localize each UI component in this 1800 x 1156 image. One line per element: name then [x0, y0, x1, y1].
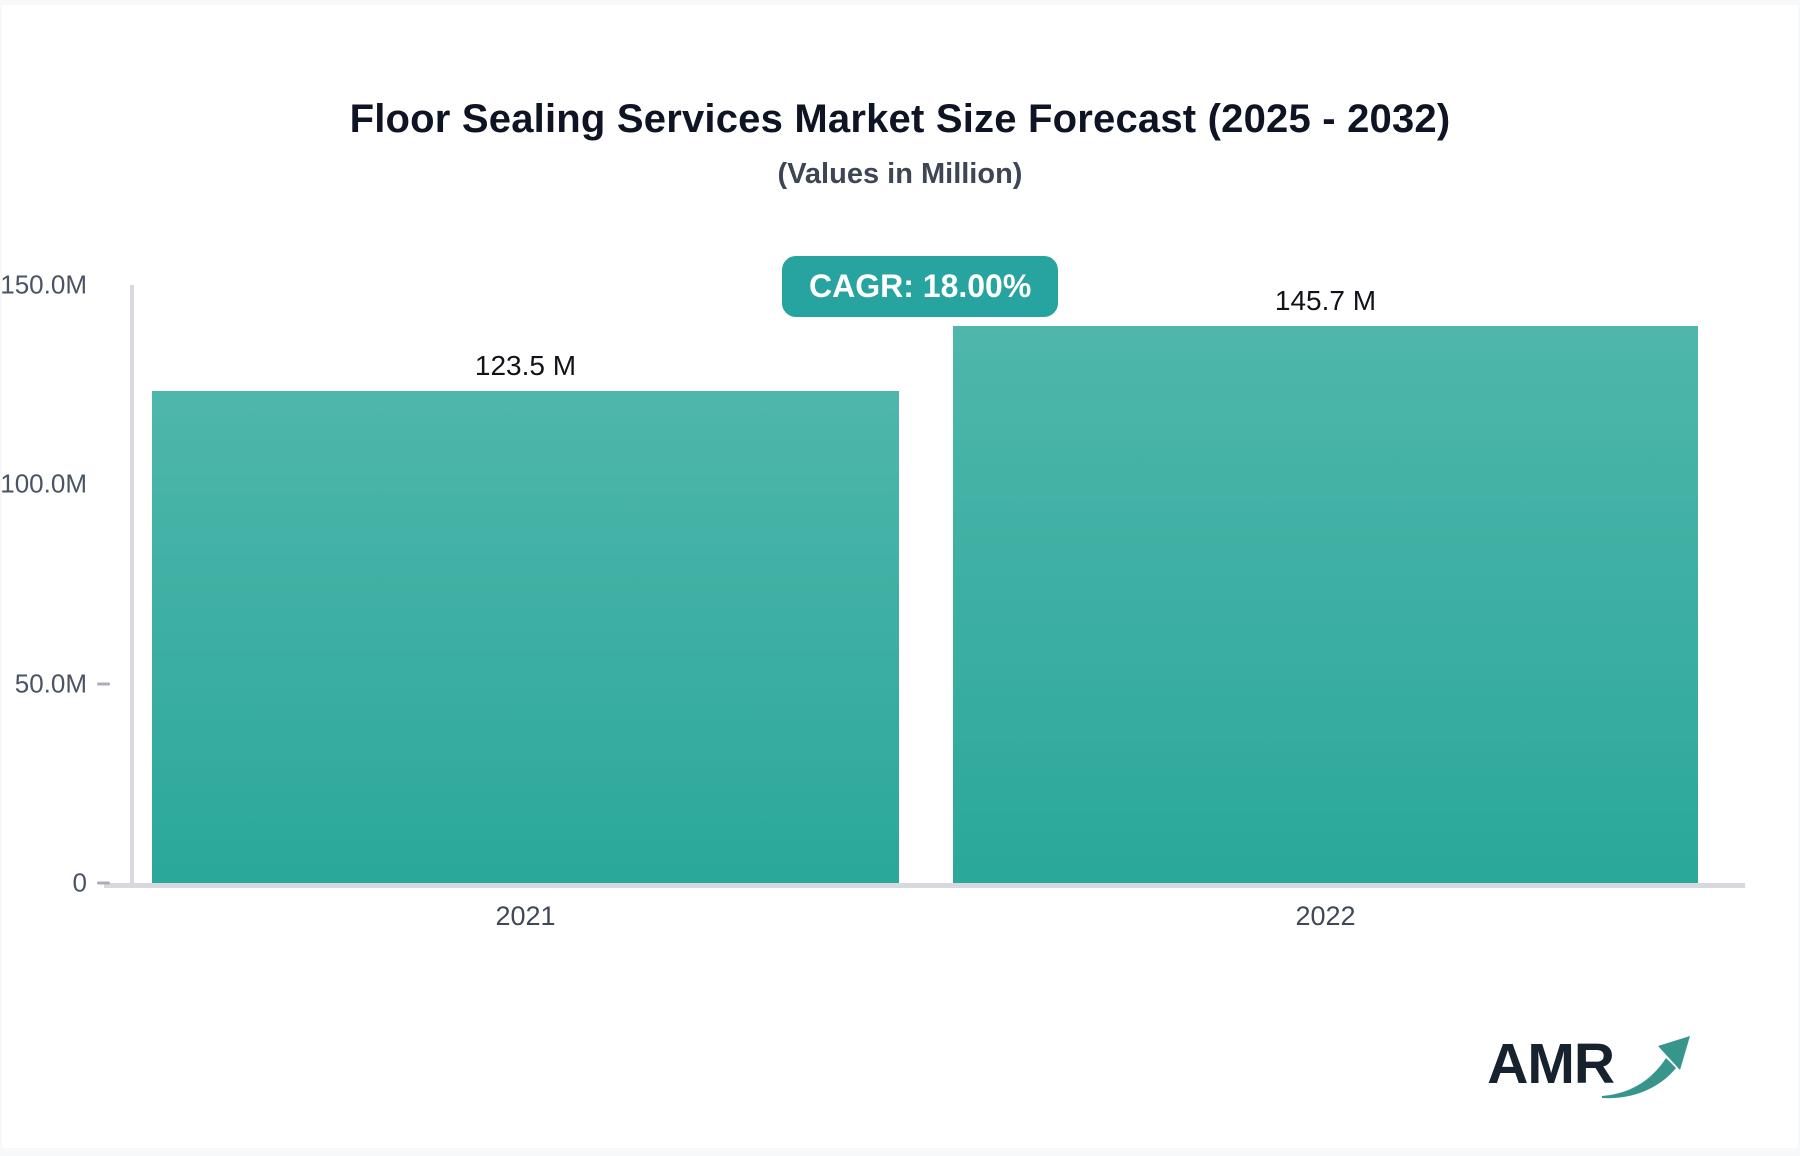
bar [953, 326, 1698, 883]
y-tick: 100.0M [0, 469, 110, 500]
y-tick-label: 100.0M [0, 468, 87, 499]
bar-value-label: 123.5 M [474, 349, 577, 381]
y-tick-label: 0 [72, 867, 87, 898]
amr-logo: AMR [1487, 1036, 1696, 1102]
plot-area: 150.0M 100.0M 50.0M 0 123.5 M 2021 145.7… [0, 270, 1745, 931]
bar-group-2021: 123.5 M 2021 [152, 285, 899, 931]
y-tick-label: 150.0M [0, 269, 87, 300]
bar [152, 390, 899, 883]
y-tick-dash [97, 682, 110, 686]
y-tick: 150.0M [0, 270, 110, 301]
y-tick-label: 50.0M [14, 668, 87, 699]
y-tick: 0 [0, 868, 110, 899]
chart-header: Floor Sealing Services Market Size Forec… [2, 97, 1798, 191]
cagr-badge: CAGR: 18.00% [778, 252, 1063, 321]
chart-card: Floor Sealing Services Market Size Forec… [0, 5, 1798, 1148]
bar-value-label: 145.7 M [1274, 285, 1377, 316]
page-title: Floor Sealing Services Market Size Forec… [349, 97, 1451, 141]
x-axis-label: 2022 [1295, 901, 1356, 931]
x-axis-label: 2021 [495, 901, 556, 931]
chart-subtitle: (Values in Million) [777, 158, 1023, 190]
y-tick: 50.0M [0, 668, 110, 699]
amr-logo-text: AMR [1487, 1032, 1615, 1096]
growth-arrow-icon [1602, 1036, 1690, 1099]
y-tick-dash [97, 881, 110, 885]
bar-group-2022: 145.7 M 2022 [953, 285, 1698, 931]
